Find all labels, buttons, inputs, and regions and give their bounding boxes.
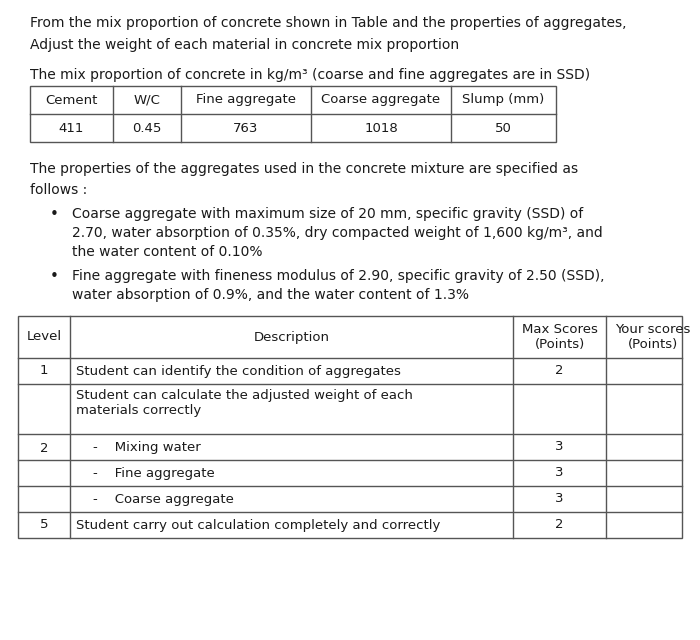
Text: 2: 2	[555, 365, 564, 378]
Text: Max Scores
(Points): Max Scores (Points)	[522, 323, 597, 351]
Text: The mix proportion of concrete in kg/m³ (coarse and fine aggregates are in SSD): The mix proportion of concrete in kg/m³ …	[30, 68, 590, 82]
Text: follows :: follows :	[30, 183, 88, 197]
Text: 411: 411	[59, 122, 84, 134]
Text: •: •	[50, 269, 59, 284]
Text: 763: 763	[233, 122, 259, 134]
Text: 50: 50	[495, 122, 512, 134]
Text: Fine aggregate with fineness modulus of 2.90, specific gravity of 2.50 (SSD),: Fine aggregate with fineness modulus of …	[72, 269, 605, 283]
Text: water absorption of 0.9%, and the water content of 1.3%: water absorption of 0.9%, and the water …	[72, 288, 469, 302]
Text: 0.45: 0.45	[132, 122, 162, 134]
Text: Student can identify the condition of aggregates: Student can identify the condition of ag…	[76, 365, 401, 378]
Text: 3: 3	[555, 440, 564, 454]
Text: Adjust the weight of each material in concrete mix proportion: Adjust the weight of each material in co…	[30, 38, 459, 52]
Text: 2: 2	[555, 518, 564, 531]
Text: Coarse aggregate with maximum size of 20 mm, specific gravity (SSD) of: Coarse aggregate with maximum size of 20…	[72, 207, 583, 221]
Text: Description: Description	[253, 330, 330, 344]
Text: -    Fine aggregate: - Fine aggregate	[76, 467, 215, 479]
Text: Slump (mm): Slump (mm)	[463, 93, 545, 106]
Bar	[30, 86, 556, 142]
Text: 1: 1	[40, 365, 48, 378]
Text: The properties of the aggregates used in the concrete mixture are specified as: The properties of the aggregates used in…	[30, 162, 578, 176]
Text: Coarse aggregate: Coarse aggregate	[321, 93, 440, 106]
Text: Cement: Cement	[46, 93, 98, 106]
Text: Student carry out calculation completely and correctly: Student carry out calculation completely…	[76, 518, 440, 531]
Text: 3: 3	[555, 493, 564, 506]
Text: Fine aggregate: Fine aggregate	[196, 93, 296, 106]
Text: •: •	[50, 207, 59, 222]
Text: -    Coarse aggregate: - Coarse aggregate	[76, 493, 234, 506]
Bar	[18, 316, 682, 538]
Text: the water content of 0.10%: the water content of 0.10%	[72, 245, 262, 259]
Text: -    Mixing water: - Mixing water	[76, 440, 201, 454]
Text: 3: 3	[555, 467, 564, 479]
Text: Student can calculate the adjusted weight of each
materials correctly: Student can calculate the adjusted weigh…	[76, 389, 413, 417]
Text: 1018: 1018	[364, 122, 398, 134]
Text: From the mix proportion of concrete shown in Table and the properties of aggrega: From the mix proportion of concrete show…	[30, 16, 626, 30]
Text: Level: Level	[27, 330, 62, 344]
Text: Your scores
(Points): Your scores (Points)	[615, 323, 691, 351]
Text: W/C: W/C	[134, 93, 160, 106]
Text: 5: 5	[40, 518, 48, 531]
Text: 2: 2	[40, 442, 48, 454]
Text: 2.70, water absorption of 0.35%, dry compacted weight of 1,600 kg/m³, and: 2.70, water absorption of 0.35%, dry com…	[72, 226, 603, 240]
